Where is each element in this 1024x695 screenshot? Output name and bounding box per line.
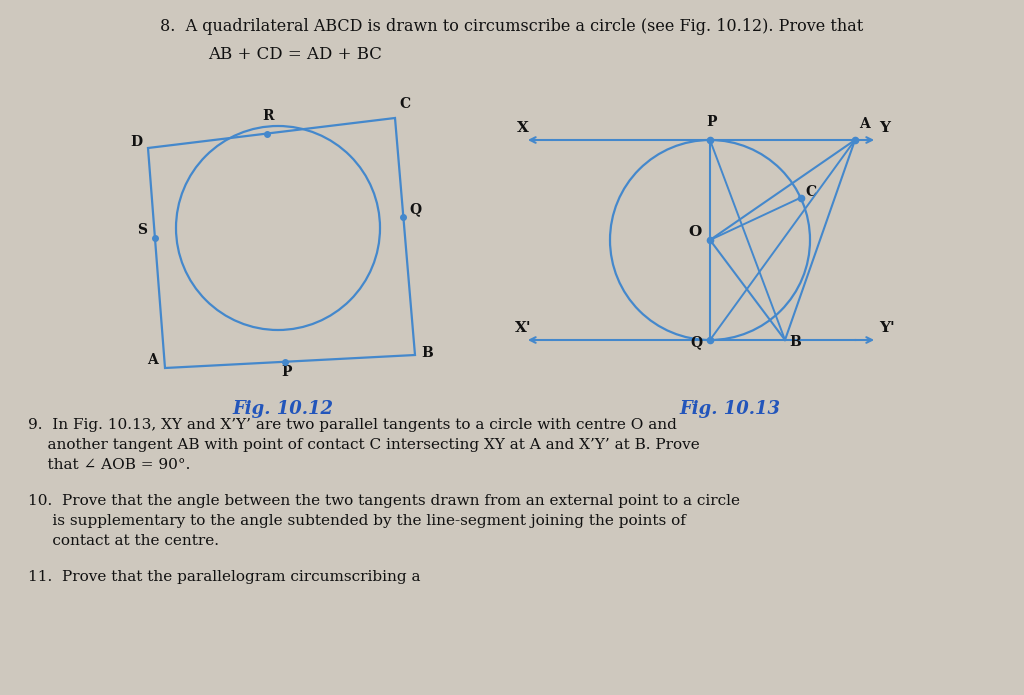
Text: D: D — [130, 135, 142, 149]
Text: 10.  Prove that the angle between the two tangents drawn from an external point : 10. Prove that the angle between the two… — [28, 494, 740, 508]
Text: Q: Q — [410, 202, 422, 216]
Text: A: A — [859, 117, 869, 131]
Text: O: O — [688, 225, 701, 239]
Text: Fig. 10.13: Fig. 10.13 — [680, 400, 780, 418]
Text: Y: Y — [879, 121, 890, 135]
Text: R: R — [262, 108, 274, 122]
Text: 9.  In Fig. 10.13, XY and X’Y’ are two parallel tangents to a circle with centre: 9. In Fig. 10.13, XY and X’Y’ are two pa… — [28, 418, 677, 432]
Text: B: B — [421, 346, 433, 360]
Text: 11.  Prove that the parallelogram circumscribing a: 11. Prove that the parallelogram circums… — [28, 570, 421, 584]
Text: X: X — [517, 121, 528, 135]
Text: A: A — [147, 353, 158, 367]
Text: that ∠ AOB = 90°.: that ∠ AOB = 90°. — [28, 458, 190, 472]
Text: contact at the centre.: contact at the centre. — [28, 534, 219, 548]
Text: C: C — [399, 97, 411, 111]
Text: Y': Y' — [879, 321, 895, 335]
Text: X': X' — [515, 321, 531, 335]
Text: P: P — [706, 115, 717, 129]
Text: P: P — [281, 365, 292, 379]
Text: Fig. 10.12: Fig. 10.12 — [232, 400, 334, 418]
Text: AB + CD = AD + BC: AB + CD = AD + BC — [208, 46, 382, 63]
Text: C: C — [806, 185, 817, 199]
Text: 8.  A quadrilateral ABCD is drawn to circumscribe a circle (see Fig. 10.12). Pro: 8. A quadrilateral ABCD is drawn to circ… — [161, 18, 863, 35]
Text: S: S — [137, 222, 146, 236]
Text: Q: Q — [690, 335, 702, 349]
Text: B: B — [790, 335, 801, 349]
Text: is supplementary to the angle subtended by the line-segment joining the points o: is supplementary to the angle subtended … — [28, 514, 686, 528]
Text: another tangent AB with point of contact C intersecting XY at A and X’Y’ at B. P: another tangent AB with point of contact… — [28, 438, 699, 452]
